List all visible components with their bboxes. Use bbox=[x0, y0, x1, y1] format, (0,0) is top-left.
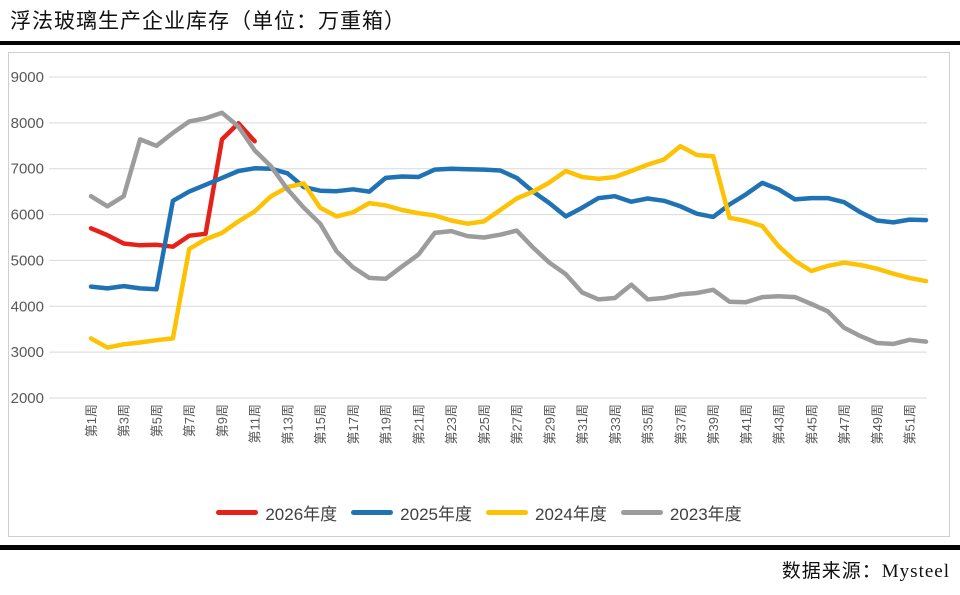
series-line-2024 bbox=[88, 143, 929, 350]
x-tick-label: 第17周 bbox=[346, 404, 361, 444]
y-tick-label: 7000 bbox=[11, 161, 44, 178]
x-tick-label: 第35周 bbox=[641, 404, 656, 444]
x-tick-label: 第45周 bbox=[804, 404, 819, 444]
x-tick-label: 第51周 bbox=[903, 404, 918, 444]
title-divider-rule bbox=[0, 41, 960, 45]
x-tick-label: 第13周 bbox=[280, 404, 295, 444]
x-tick-label: 第49周 bbox=[870, 404, 885, 444]
x-tick-label: 第43周 bbox=[772, 404, 787, 444]
series-line-2026 bbox=[88, 121, 257, 249]
legend-item-2026: 2026年度 bbox=[216, 500, 337, 525]
x-tick-label: 第23周 bbox=[444, 404, 459, 444]
legend-swatch-icon bbox=[620, 510, 663, 515]
x-tick-label: 第39周 bbox=[706, 404, 721, 444]
series-line-2025 bbox=[88, 166, 929, 292]
y-tick-label: 5000 bbox=[11, 252, 44, 269]
x-tick-label: 第29周 bbox=[542, 404, 557, 444]
page-title: 浮法玻璃生产企业库存（单位：万重箱） bbox=[10, 9, 406, 33]
legend-label: 2025年度 bbox=[400, 505, 472, 524]
inventory-line-chart: 2000 3000 4000 5000 6000 7000 8000 9000 第1周 第3周 第5… bbox=[11, 69, 929, 444]
x-tick-label: 第31周 bbox=[575, 404, 590, 444]
chart-area: 2000 3000 4000 5000 6000 7000 8000 9000 第1周 第3周 第5… bbox=[8, 52, 950, 537]
y-tick-label: 2000 bbox=[11, 390, 44, 407]
legend-label: 2023年度 bbox=[669, 505, 742, 524]
x-tick-label: 第7周 bbox=[182, 404, 197, 437]
x-tick-label: 第5周 bbox=[149, 404, 164, 437]
legend-label: 2024年度 bbox=[535, 505, 607, 524]
x-tick-label: 第27周 bbox=[510, 404, 525, 444]
x-tick-label: 第3周 bbox=[117, 404, 132, 437]
legend-item-2023: 2023年度 bbox=[620, 500, 742, 525]
x-tick-label: 第9周 bbox=[215, 404, 230, 437]
y-tick-label: 8000 bbox=[11, 115, 44, 132]
x-tick-label: 第11周 bbox=[248, 404, 263, 444]
x-tick-label: 第19周 bbox=[379, 404, 394, 444]
y-tick-label: 3000 bbox=[11, 344, 44, 361]
x-tick-label: 第25周 bbox=[477, 404, 492, 444]
y-tick-label: 4000 bbox=[11, 298, 44, 315]
x-tick-label: 第33周 bbox=[608, 404, 623, 444]
series-line-2023 bbox=[88, 110, 929, 347]
x-tick-label: 第41周 bbox=[739, 404, 754, 444]
legend-swatch-icon bbox=[351, 510, 394, 515]
legend-item-2025: 2025年度 bbox=[351, 500, 472, 525]
y-tick-label: 9000 bbox=[11, 69, 44, 86]
x-tick-label: 第37周 bbox=[673, 404, 688, 444]
x-tick-label: 第1周 bbox=[84, 404, 99, 437]
legend-label: 2026年度 bbox=[265, 505, 338, 524]
y-tick-label: 6000 bbox=[11, 207, 44, 224]
data-source-label: 数据来源：Mysteel bbox=[781, 561, 950, 582]
footer-divider-rule bbox=[0, 545, 960, 550]
x-tick-label: 第21周 bbox=[411, 404, 426, 444]
legend-swatch-icon bbox=[486, 510, 528, 515]
chart-legend: 2026年度 2025年度 2024年度 2023年度 bbox=[9, 500, 949, 525]
x-tick-label: 第47周 bbox=[837, 404, 852, 444]
legend-swatch-icon bbox=[216, 510, 259, 515]
legend-item-2024: 2024年度 bbox=[486, 500, 607, 525]
x-tick-label: 第15周 bbox=[313, 404, 328, 444]
